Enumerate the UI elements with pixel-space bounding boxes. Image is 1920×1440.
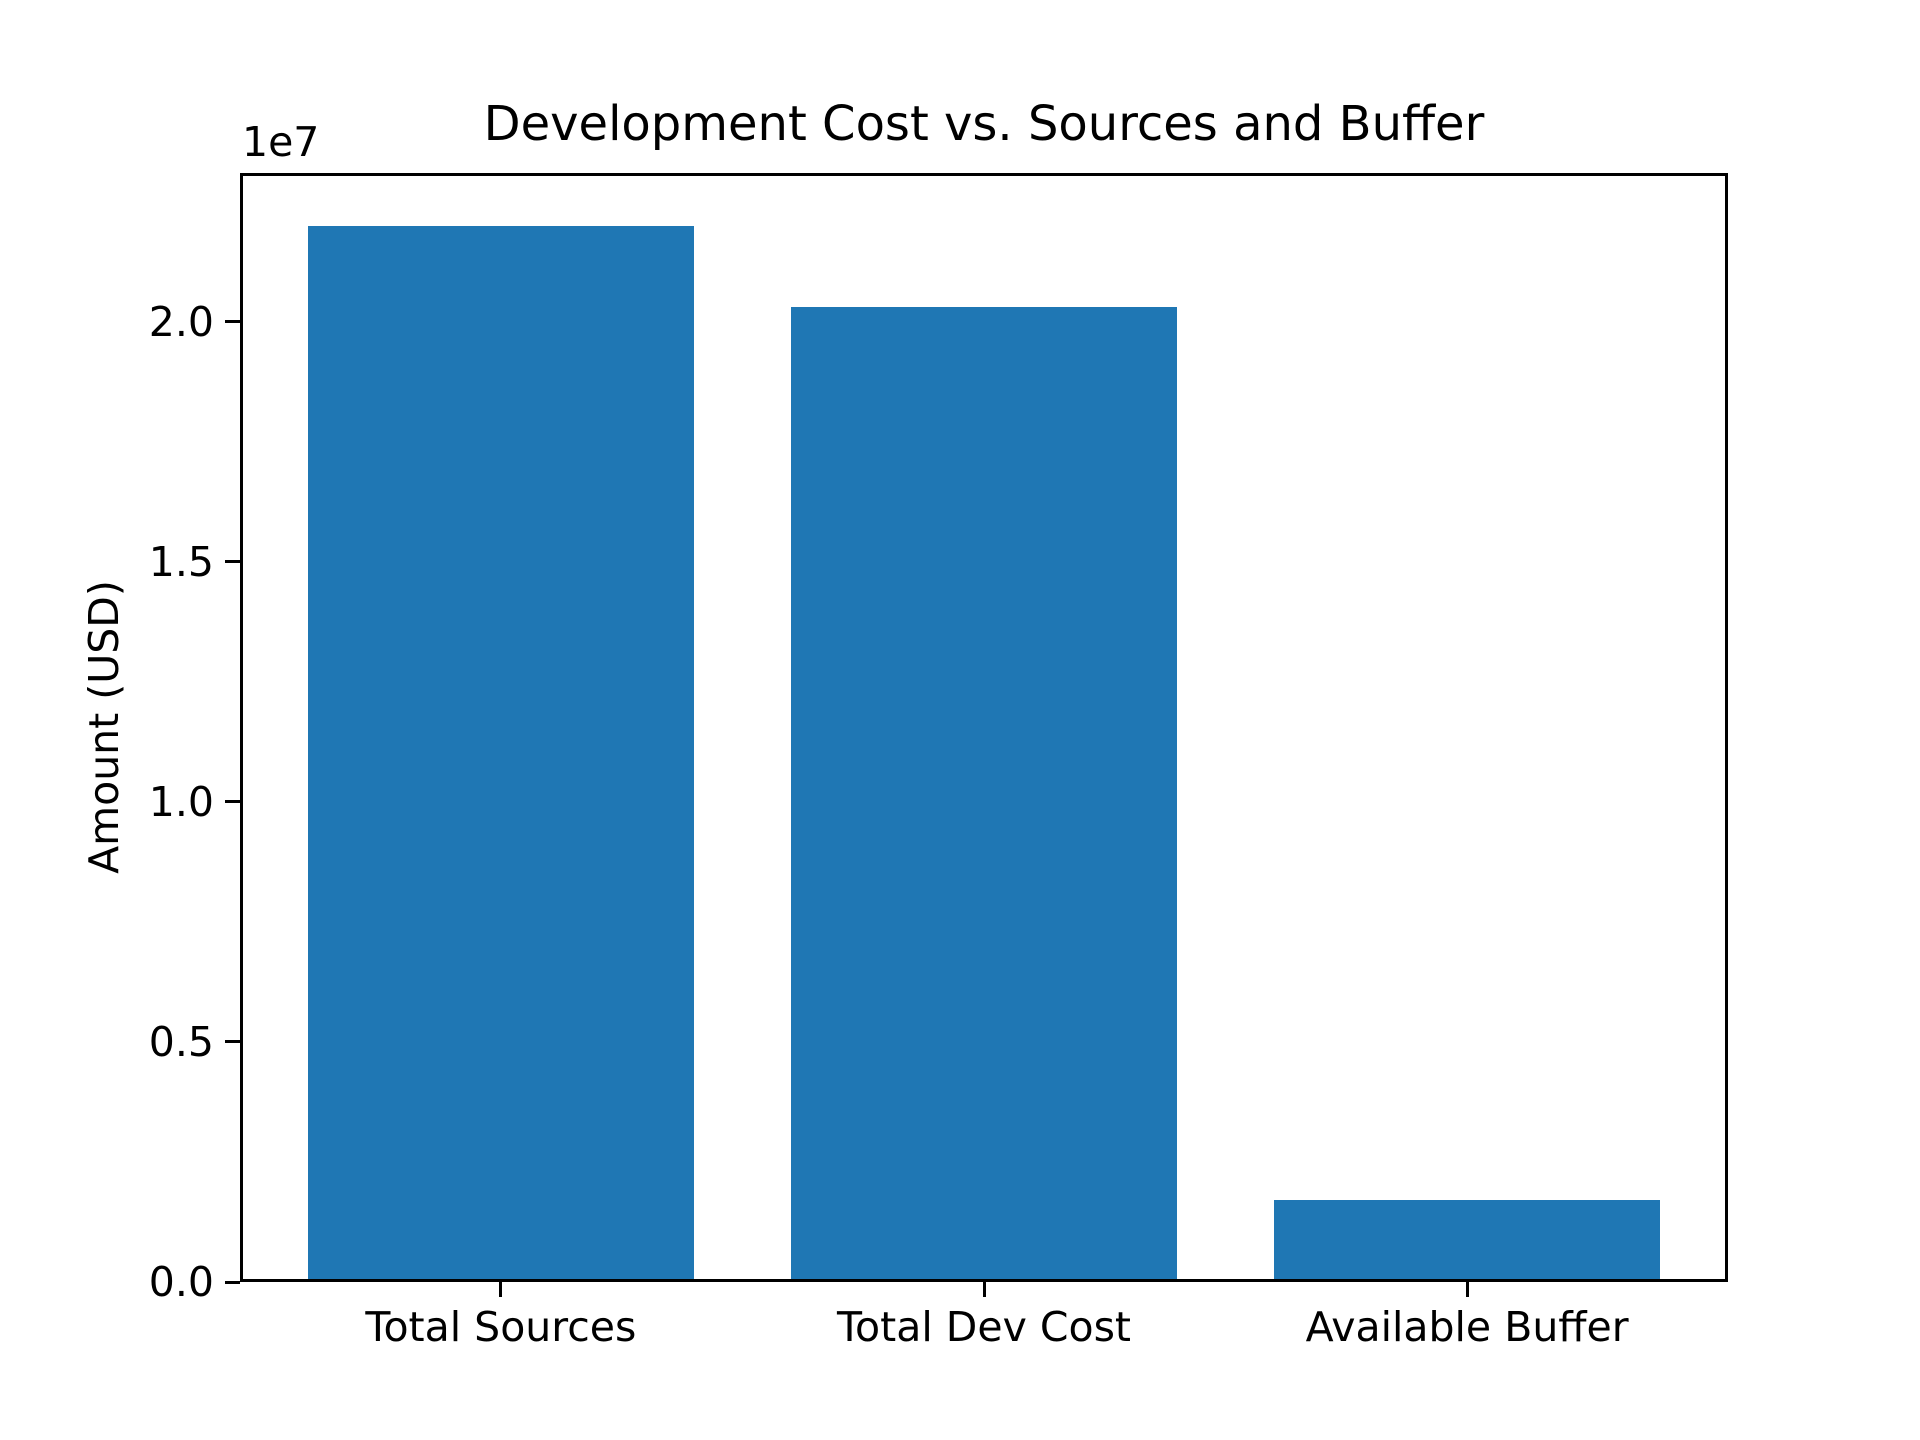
- y-tick-label-0.0: 0.0: [148, 1258, 214, 1306]
- bar-total-sources: [307, 225, 695, 1282]
- x-tick-mark-total-dev-cost: [982, 1282, 986, 1297]
- y-tick-label-0.5: 0.5: [148, 1017, 214, 1066]
- y-tick-label-2.0: 2.0: [148, 297, 214, 346]
- y-tick-mark-1.5: [225, 560, 240, 564]
- chart-title: Development Cost vs. Sources and Buffer: [483, 96, 1485, 152]
- y-tick-mark-0.0: [225, 1280, 240, 1284]
- y-tick-mark-2.0: [225, 320, 240, 324]
- bar-total-dev-cost: [790, 307, 1178, 1282]
- x-tick-mark-total-sources: [499, 1282, 503, 1297]
- y-tick-label-1.0: 1.0: [148, 777, 214, 826]
- y-tick-mark-1.0: [225, 800, 240, 804]
- y-tick-label-1.5: 1.5: [148, 537, 214, 586]
- bar-available-buffer: [1273, 1200, 1661, 1282]
- x-tick-label-available-buffer: Available Buffer: [1305, 1303, 1629, 1351]
- x-tick-label-total-dev-cost: Total Dev Cost: [836, 1303, 1132, 1351]
- y-axis-label: Amount (USD): [80, 580, 128, 874]
- x-tick-mark-available-buffer: [1465, 1282, 1469, 1297]
- y-tick-mark-0.5: [225, 1040, 240, 1044]
- y-axis-offset-label: 1e7: [242, 118, 320, 166]
- x-tick-label-total-sources: Total Sources: [365, 1303, 637, 1351]
